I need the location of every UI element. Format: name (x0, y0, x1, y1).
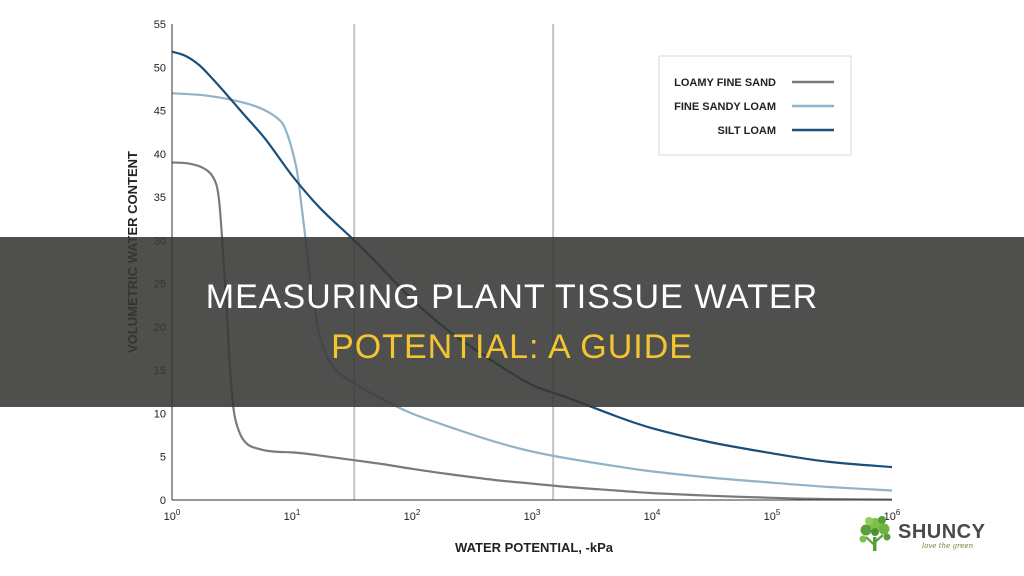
y-tick-label: 35 (154, 192, 166, 204)
x-tick-label: 106 (884, 508, 901, 523)
y-tick-label: 55 (154, 19, 166, 31)
y-tick-label: 10 (154, 408, 166, 420)
legend-label: LOAMY FINE SAND (674, 77, 776, 89)
x-tick-label: 104 (644, 508, 661, 523)
legend: LOAMY FINE SAND FINE SANDY LOAM SILT LOAM (658, 55, 852, 156)
x-tick-label: 105 (764, 508, 781, 523)
y-tick-label: 5 (160, 452, 166, 464)
title-banner: MEASURING PLANT TISSUE WATER POTENTIAL: … (0, 237, 1024, 407)
y-tick-label: 40 (154, 149, 166, 161)
logo-name: SHUNCY (898, 521, 986, 543)
x-tick-label: 102 (404, 508, 421, 523)
banner-title-line-1: MEASURING PLANT TISSUE WATER (205, 278, 819, 316)
logo-tagline: love the green (922, 542, 974, 550)
tree-icon (858, 515, 892, 558)
y-tick-label: 0 (160, 495, 166, 507)
x-tick-label: 101 (284, 508, 301, 523)
y-tick-label: 50 (154, 62, 166, 74)
x-tick-labels: 100 101 102 103 104 105 106 (164, 508, 901, 523)
banner-title-line-2: POTENTIAL: A GUIDE (331, 328, 693, 366)
legend-label: SILT LOAM (718, 125, 776, 137)
x-tick-label: 103 (524, 508, 541, 523)
y-tick-label: 45 (154, 106, 166, 118)
series-line-loamy-fine-sand (171, 161, 893, 501)
x-tick-label: 100 (164, 508, 181, 523)
shuncy-logo[interactable]: SHUNCY love the green (858, 515, 998, 558)
legend-label: FINE SANDY LOAM (674, 101, 776, 113)
x-axis-title: WATER POTENTIAL, -kPa (455, 540, 614, 555)
